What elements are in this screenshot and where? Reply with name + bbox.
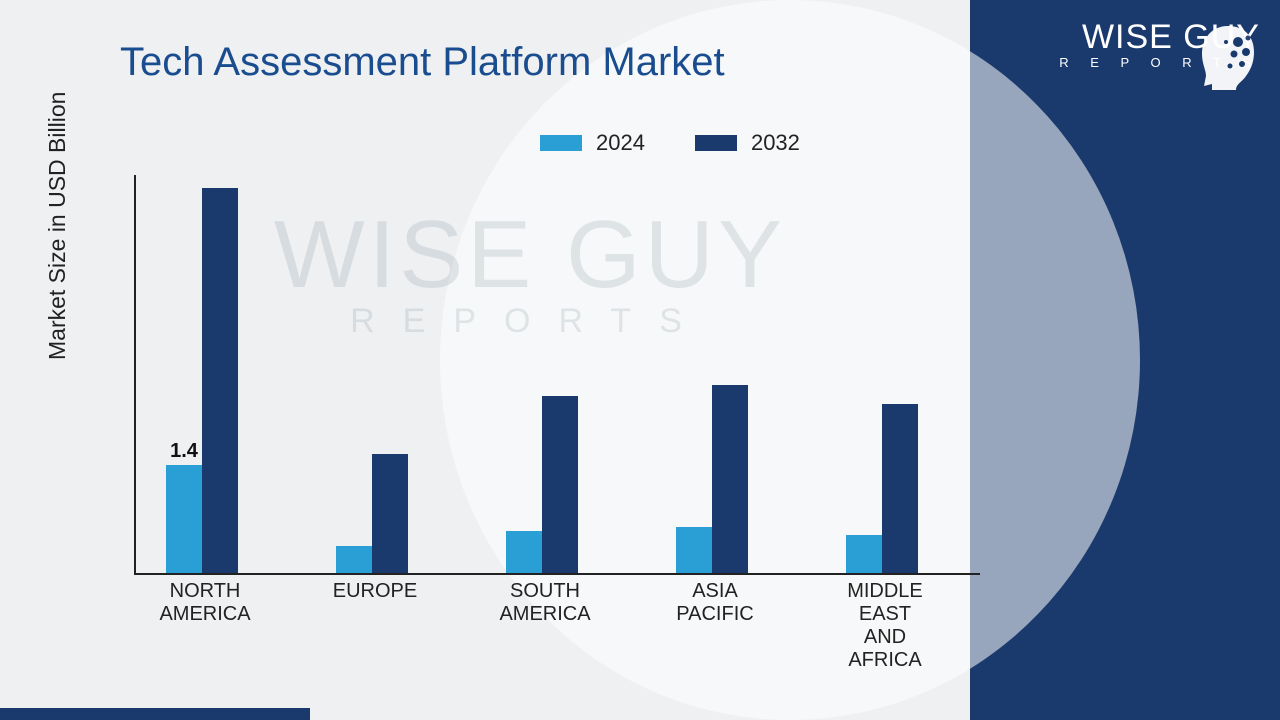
x-axis-category-label: MIDDLEEASTANDAFRICA [820, 580, 950, 672]
infographic-canvas: WISE GUY R E P O R T S Tech Assessment P… [0, 0, 1280, 720]
bottom-accent-bar [0, 708, 310, 720]
x-axis-category-label: SOUTHAMERICA [480, 580, 610, 626]
bar-2032 [882, 404, 918, 573]
bar-2032 [372, 454, 408, 573]
bar-2024 [166, 465, 202, 573]
legend-item-2032: 2032 [695, 130, 800, 156]
y-axis-line [134, 175, 136, 575]
bar-2032 [712, 385, 748, 573]
brand-logo: WISE GUY R E P O R T S [990, 18, 1260, 70]
bar-2024 [336, 546, 372, 573]
bar-value-label: 1.4 [154, 440, 214, 463]
bar-2024 [846, 535, 882, 573]
bar-2032 [542, 396, 578, 573]
legend-swatch-2024 [540, 135, 582, 151]
bar-2024 [676, 527, 712, 573]
chart-title: Tech Assessment Platform Market [120, 40, 725, 85]
legend-item-2024: 2024 [540, 130, 645, 156]
head-silhouette-icon [1198, 24, 1258, 92]
legend: 2024 2032 [540, 130, 800, 156]
x-axis-line [134, 573, 980, 575]
bar-2024 [506, 531, 542, 573]
x-axis-category-label: EUROPE [310, 580, 440, 603]
legend-label-2024: 2024 [596, 130, 645, 156]
legend-swatch-2032 [695, 135, 737, 151]
legend-label-2032: 2032 [751, 130, 800, 156]
x-axis-category-label: ASIAPACIFIC [650, 580, 780, 626]
x-axis-category-label: NORTHAMERICA [140, 580, 270, 626]
bar-chart: 1.4 [110, 175, 980, 575]
y-axis-label: Market Size in USD Billion [44, 92, 71, 360]
bar-2032 [202, 188, 238, 573]
